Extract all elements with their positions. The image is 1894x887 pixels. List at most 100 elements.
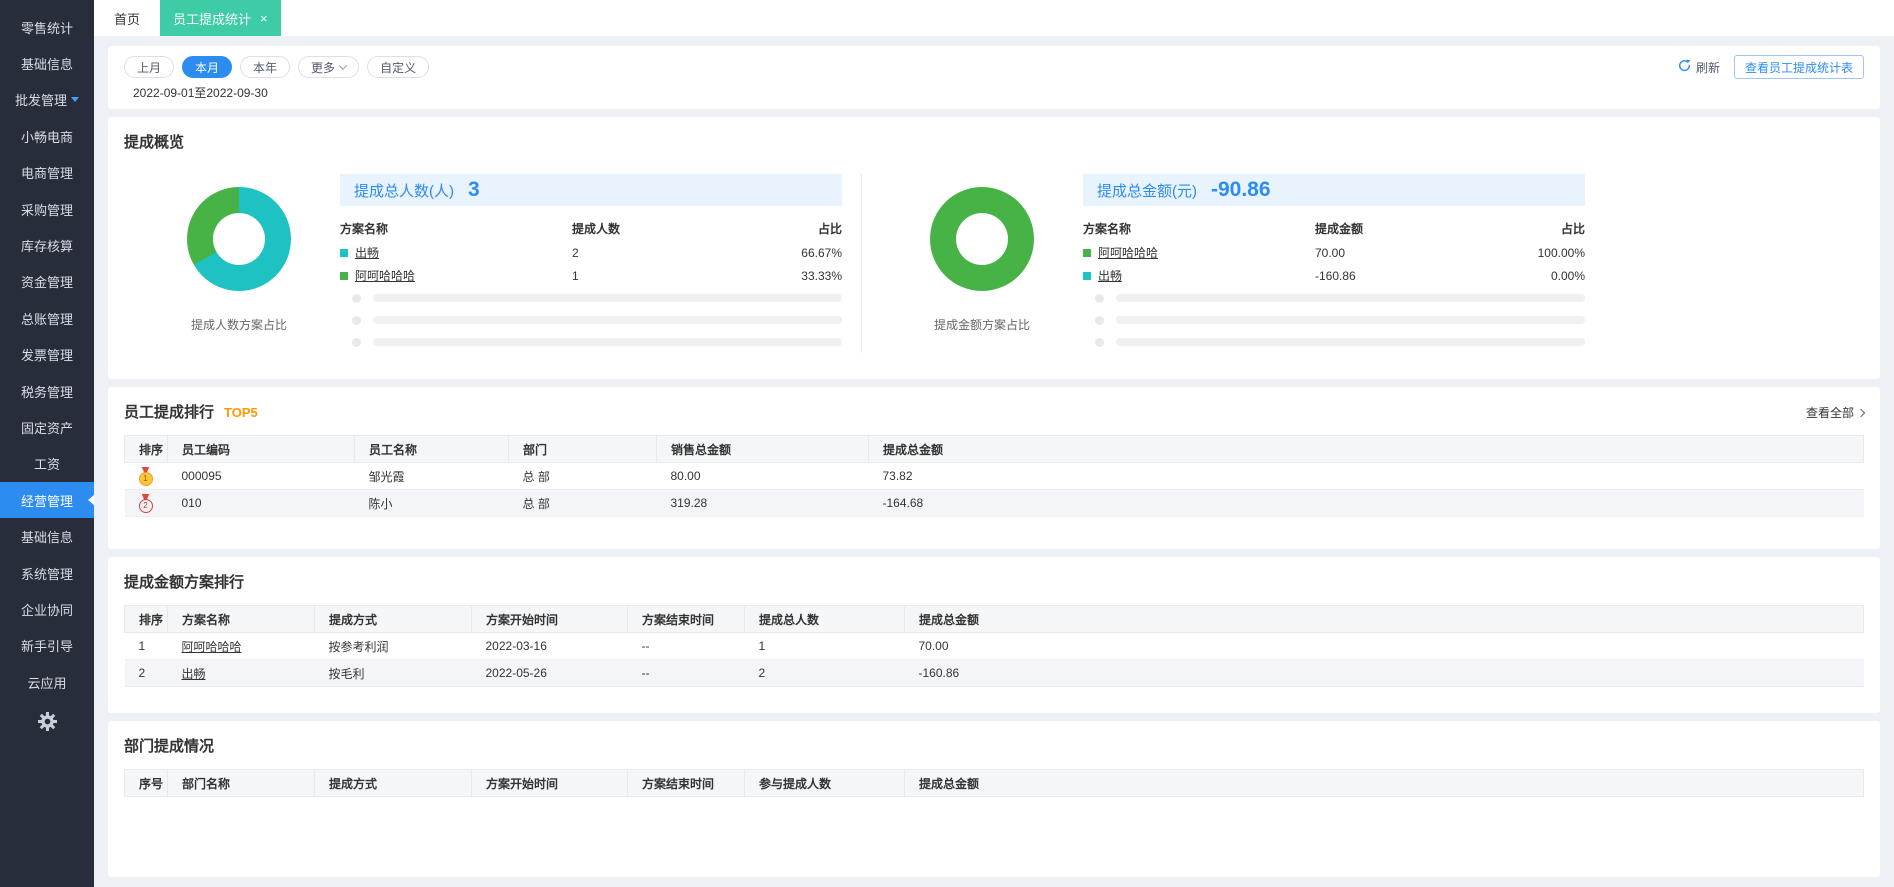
plan-link[interactable]: 阿呵哈哈哈: [1098, 246, 1159, 260]
sidebar-item-cloud-apps[interactable]: 云应用: [0, 664, 94, 700]
plan-link[interactable]: 出畅: [181, 666, 206, 681]
sidebar-item-label: 基础信息: [20, 57, 73, 73]
sidebar-item-xiaochang-ecommerce[interactable]: 小畅电商: [0, 118, 94, 154]
sidebar-item-funds[interactable]: 资金管理: [0, 264, 94, 300]
sidebar-item-business-management[interactable]: 经营管理: [0, 482, 94, 519]
plan-ranking-card: 提成金额方案排行 排序 方案名称 提成方式 方案开始时间 方案结束时间 提成总人…: [108, 557, 1880, 713]
sidebar-item-retail-stats[interactable]: 零售统计: [0, 9, 94, 45]
silver-medal-icon: 2: [138, 494, 153, 513]
filter-last-month-button[interactable]: 上月: [124, 56, 175, 78]
legend-dot-teal: [340, 248, 348, 257]
plan-link[interactable]: 出畅: [355, 246, 380, 260]
tab-bar: 首页 员工提成统计 ×: [94, 0, 1894, 36]
skeleton-row: [1083, 309, 1585, 331]
sidebar-item-label: 发票管理: [20, 348, 73, 364]
chevron-down-icon: [338, 61, 348, 70]
skeleton-row: [340, 331, 842, 353]
legend-dot-green: [1083, 248, 1091, 257]
content-area: 上月 本月 本年 更多 自定义 刷新 查看员工提成: [94, 36, 1894, 887]
people-summary-bar: 提成总人数(人) 3: [340, 174, 842, 206]
tab-label: 首页: [114, 11, 141, 27]
tab-home[interactable]: 首页: [94, 0, 160, 36]
sidebar-item-collaboration[interactable]: 企业协同: [0, 591, 94, 627]
table-row: 1 阿呵哈哈哈 按参考利润 2022-03-16 -- 1 70.00: [124, 632, 1864, 660]
view-all-link[interactable]: 查看全部: [1806, 404, 1866, 421]
sidebar-item-label: 零售统计: [20, 20, 73, 36]
skeleton-row: [1083, 287, 1585, 309]
sidebar-item-label: 云应用: [27, 675, 67, 691]
legend-dot-green: [340, 271, 348, 280]
filter-this-year-button[interactable]: 本年: [240, 56, 291, 78]
close-icon[interactable]: ×: [260, 10, 268, 26]
plan-ranking-table: 排序 方案名称 提成方式 方案开始时间 方案结束时间 提成总人数 提成总金额 1…: [124, 605, 1864, 687]
sidebar-item-fixed-assets[interactable]: 固定资产: [0, 409, 94, 445]
sidebar: 零售统计 基础信息 批发管理 小畅电商 电商管理 采购管理 库存核算 资金管理 …: [0, 0, 94, 887]
view-commission-report-button[interactable]: 查看员工提成统计表: [1733, 55, 1864, 79]
plan-link[interactable]: 出畅: [1098, 269, 1123, 283]
sidebar-item-label: 税务管理: [20, 384, 73, 400]
sidebar-item-label: 库存核算: [20, 239, 73, 255]
skeleton-row: [1083, 331, 1585, 353]
card-title: 提成概览: [124, 134, 185, 151]
table-row: 2 010 陈小 总 部 319.28 -164.68: [124, 489, 1864, 517]
chevron-right-icon: [1856, 408, 1866, 417]
sidebar-item-payroll[interactable]: 工资: [0, 446, 94, 482]
gold-medal-icon: 1: [138, 467, 153, 486]
stats-row: 出畅 2 66.67%: [340, 241, 842, 264]
overview-people-section: 提成人数方案占比 提成总人数(人) 3 方案名称 提成人数 占比: [124, 174, 861, 353]
sidebar-item-label: 经营管理: [20, 493, 73, 509]
sidebar-item-invoice[interactable]: 发票管理: [0, 337, 94, 373]
sidebar-item-label: 电商管理: [20, 166, 73, 182]
card-title: 员工提成排行: [124, 404, 215, 421]
sidebar-item-tax[interactable]: 税务管理: [0, 373, 94, 409]
chart-caption: 提成金额方案占比: [933, 318, 1030, 332]
table-header-row: 排序 员工编码 员工名称 部门 销售总金额 提成总金额: [124, 435, 1864, 463]
sidebar-item-ecommerce[interactable]: 电商管理: [0, 155, 94, 191]
plan-link[interactable]: 阿呵哈哈哈: [181, 639, 242, 654]
stats-row: 阿呵哈哈哈 1 33.33%: [340, 264, 842, 287]
stats-row: 出畅 -160.86 0.00%: [1083, 264, 1585, 287]
sidebar-item-wholesale[interactable]: 批发管理: [0, 82, 94, 118]
refresh-icon: [1678, 59, 1691, 75]
commission-overview-card: 提成概览 提成人数方案占比 提成总人数(人) 3 方案名称: [108, 117, 1880, 379]
flyout-arrow-icon: [88, 495, 94, 506]
filter-this-month-button[interactable]: 本月: [182, 56, 233, 78]
overview-amount-section: 提成金额方案占比 提成总金额(元) -90.86 方案名称 提成金额 占比: [861, 174, 1598, 353]
sidebar-item-basic-info-2[interactable]: 基础信息: [0, 518, 94, 554]
refresh-label: 刷新: [1695, 60, 1720, 75]
skeleton-row: [340, 309, 842, 331]
sidebar-item-beginner-guide[interactable]: 新手引导: [0, 628, 94, 664]
stats-header-row: 方案名称 提成人数 占比: [340, 221, 842, 236]
sidebar-item-purchasing[interactable]: 采购管理: [0, 191, 94, 227]
sidebar-item-system[interactable]: 系统管理: [0, 555, 94, 591]
settings-button[interactable]: [0, 706, 94, 742]
sidebar-item-label: 固定资产: [20, 420, 73, 436]
employee-ranking-table: 排序 员工编码 员工名称 部门 销售总金额 提成总金额 1 000095 邹光霞…: [124, 435, 1864, 517]
filter-custom-button[interactable]: 自定义: [367, 56, 430, 78]
amount-total-value: -90.86: [1211, 178, 1271, 201]
stats-row: 阿呵哈哈哈 70.00 100.00%: [1083, 241, 1585, 264]
tab-employee-commission-stats[interactable]: 员工提成统计 ×: [160, 0, 281, 36]
refresh-button[interactable]: 刷新: [1678, 59, 1720, 76]
sidebar-item-basic-info[interactable]: 基础信息: [0, 45, 94, 81]
chart-caption: 提成人数方案占比: [190, 318, 287, 332]
legend-dot-teal: [1083, 271, 1091, 280]
table-header-row: 排序 方案名称 提成方式 方案开始时间 方案结束时间 提成总人数 提成总金额: [124, 605, 1864, 633]
amount-donut-chart: [930, 187, 1034, 291]
sidebar-item-label: 总账管理: [20, 311, 73, 327]
plan-link[interactable]: 阿呵哈哈哈: [355, 269, 416, 283]
main-area: 首页 员工提成统计 × 上月 本月 本年 更多 自定义: [94, 0, 1894, 887]
filter-more-button[interactable]: 更多: [298, 56, 360, 78]
sidebar-item-inventory[interactable]: 库存核算: [0, 227, 94, 263]
sidebar-item-label: 小畅电商: [20, 129, 73, 145]
stats-header-row: 方案名称 提成金额 占比: [1083, 221, 1585, 236]
sidebar-item-label: 资金管理: [20, 275, 73, 291]
card-title: 部门提成情况: [124, 738, 215, 755]
department-commission-card: 部门提成情况 序号 部门名称 提成方式 方案开始时间 方案结束时间 参与提成人数…: [108, 721, 1880, 877]
sidebar-item-general-ledger[interactable]: 总账管理: [0, 300, 94, 336]
sidebar-item-label: 基础信息: [20, 530, 73, 546]
sidebar-item-label: 工资: [33, 457, 60, 473]
tab-label: 员工提成统计: [173, 11, 252, 27]
table-row: 2 出畅 按毛利 2022-05-26 -- 2 -160.86: [124, 659, 1864, 687]
skeleton-row: [340, 287, 842, 309]
